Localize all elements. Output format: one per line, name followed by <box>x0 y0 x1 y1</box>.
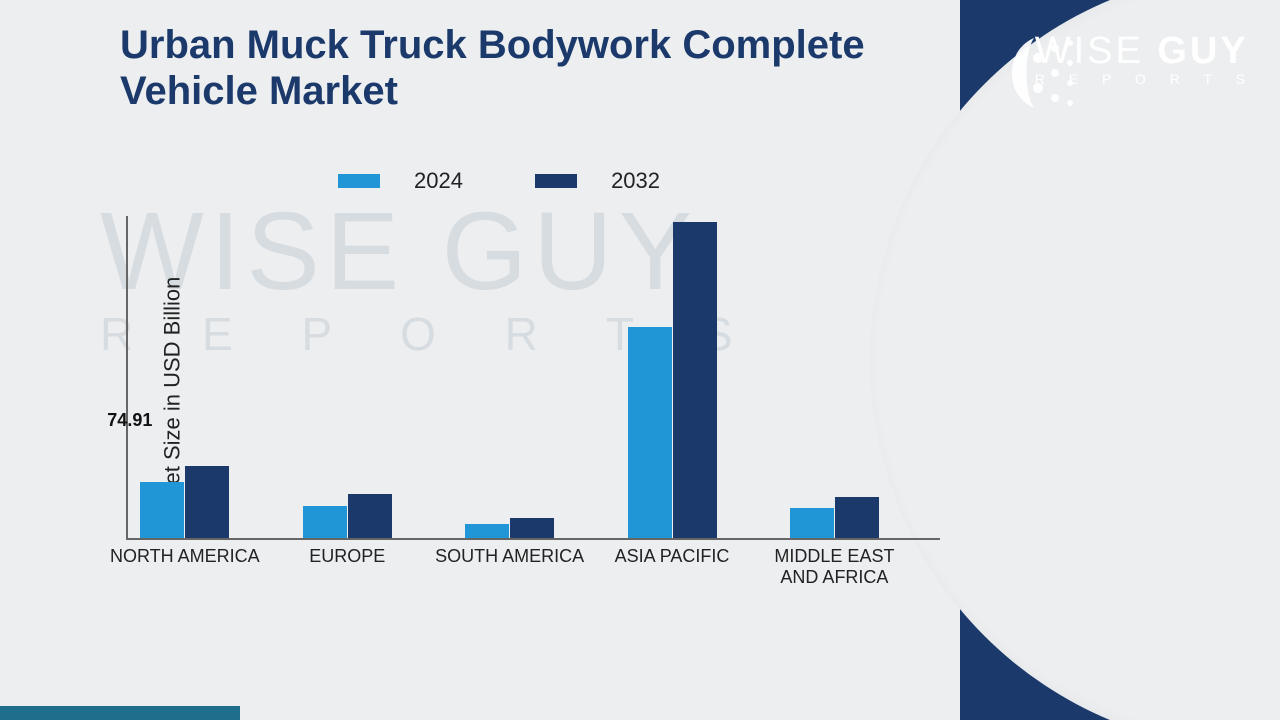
chart: Market Size in USD Billion 2024 2032 74.… <box>80 170 940 640</box>
bar-value-label: 74.91 <box>85 410 175 478</box>
legend-swatch-2024 <box>338 174 380 188</box>
bar-2032 <box>348 494 392 538</box>
page-title: Urban Muck Truck Bodywork Complete Vehic… <box>120 22 900 114</box>
bar-2032 <box>185 466 229 538</box>
bar-2024 <box>790 508 834 538</box>
bar-2032 <box>673 222 717 538</box>
category-label: ASIA PACIFIC <box>592 546 752 567</box>
bar-group: ASIA PACIFIC <box>612 222 732 538</box>
brand-main: WISE GUY <box>1035 30 1255 73</box>
brand-logo: WISE GUY R E P O R T S <box>1035 30 1255 87</box>
category-label: MIDDLE EAST AND AFRICA <box>754 546 914 587</box>
plot-area: 74.91NORTH AMERICA EUROPE SOUTH AMERICA ASI… <box>126 216 940 540</box>
category-label: NORTH AMERICA <box>105 546 265 567</box>
legend: 2024 2032 <box>80 168 940 194</box>
bar-2024 <box>140 482 184 538</box>
bar-2032 <box>510 518 554 538</box>
category-label: EUROPE <box>267 546 427 567</box>
brand-word-wise: WISE <box>1035 30 1144 72</box>
legend-item-2032: 2032 <box>535 168 682 194</box>
category-label: SOUTH AMERICA <box>430 546 590 567</box>
bottom-accent-bar <box>0 706 240 720</box>
bar-2024 <box>465 524 509 538</box>
bar-group: EUROPE <box>287 494 407 538</box>
bar-group: 74.91NORTH AMERICA <box>125 466 245 538</box>
brand-sub: R E P O R T S <box>1035 71 1255 87</box>
brand-word-guy: GUY <box>1157 30 1248 72</box>
bar-2024 <box>628 327 672 538</box>
bar-group: MIDDLE EAST AND AFRICA <box>774 497 894 538</box>
page: WISE GUY R E P O R T S Urban Muck Truck … <box>0 0 1280 720</box>
legend-swatch-2032 <box>535 174 577 188</box>
bar-2024 <box>303 506 347 538</box>
legend-item-2024: 2024 <box>338 168 485 194</box>
legend-label-2024: 2024 <box>414 168 463 194</box>
bar-group: SOUTH AMERICA <box>450 518 570 538</box>
legend-label-2032: 2032 <box>611 168 660 194</box>
bar-2032 <box>835 497 879 538</box>
